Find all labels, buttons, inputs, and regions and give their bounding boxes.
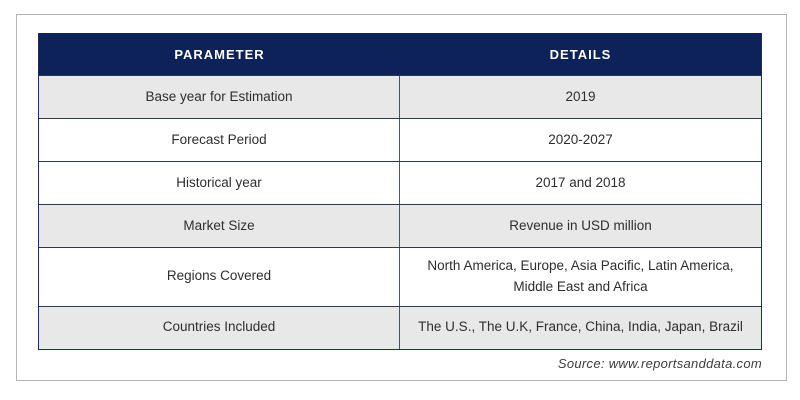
source-attribution: Source: www.reportsanddata.com [557, 355, 762, 371]
details-cell: The U.S., The U.K, France, China, India,… [400, 307, 761, 349]
table-header-details: DETAILS [549, 46, 612, 62]
details-text: 2019 [565, 88, 596, 104]
parameter-cell: Historical year [39, 162, 400, 204]
details-cell: 2017 and 2018 [400, 162, 761, 204]
report-scope-table: PARAMETER DETAILS Base year for Estimati… [38, 33, 762, 350]
details-cell: North America, Europe, Asia Pacific, Lat… [400, 248, 761, 306]
details-text: Revenue in USD million [509, 217, 652, 233]
details-cell: 2020-2027 [400, 119, 761, 161]
parameter-cell: Forecast Period [39, 119, 400, 161]
table-row: Historical year 2017 and 2018 [39, 161, 761, 204]
table-header-parameter: PARAMETER [174, 46, 265, 62]
details-text: 2017 and 2018 [535, 174, 626, 190]
parameter-cell: Regions Covered [39, 248, 400, 306]
parameter-cell: Market Size [39, 205, 400, 247]
details-text: North America, Europe, Asia Pacific, Lat… [427, 258, 734, 294]
parameter-cell: Base year for Estimation [39, 76, 400, 118]
table-row: Regions Covered North America, Europe, A… [39, 247, 761, 306]
table-row: Countries Included The U.S., The U.K, Fr… [39, 305, 761, 349]
details-text: The U.S., The U.K, France, China, India,… [418, 319, 743, 335]
details-text: 2020-2027 [548, 131, 613, 147]
table-row: Forecast Period 2020-2027 [39, 118, 761, 161]
table-row: Market Size Revenue in USD million [39, 204, 761, 247]
details-cell: 2019 [400, 76, 761, 118]
report-scope-card: PARAMETER DETAILS Base year for Estimati… [16, 14, 787, 381]
details-cell: Revenue in USD million [400, 205, 761, 247]
table-header-row: PARAMETER DETAILS [39, 33, 761, 75]
table-body: Base year for Estimation 2019 Forecast P… [39, 75, 761, 349]
table-row: Base year for Estimation 2019 [39, 75, 761, 118]
parameter-cell: Countries Included [39, 306, 400, 349]
